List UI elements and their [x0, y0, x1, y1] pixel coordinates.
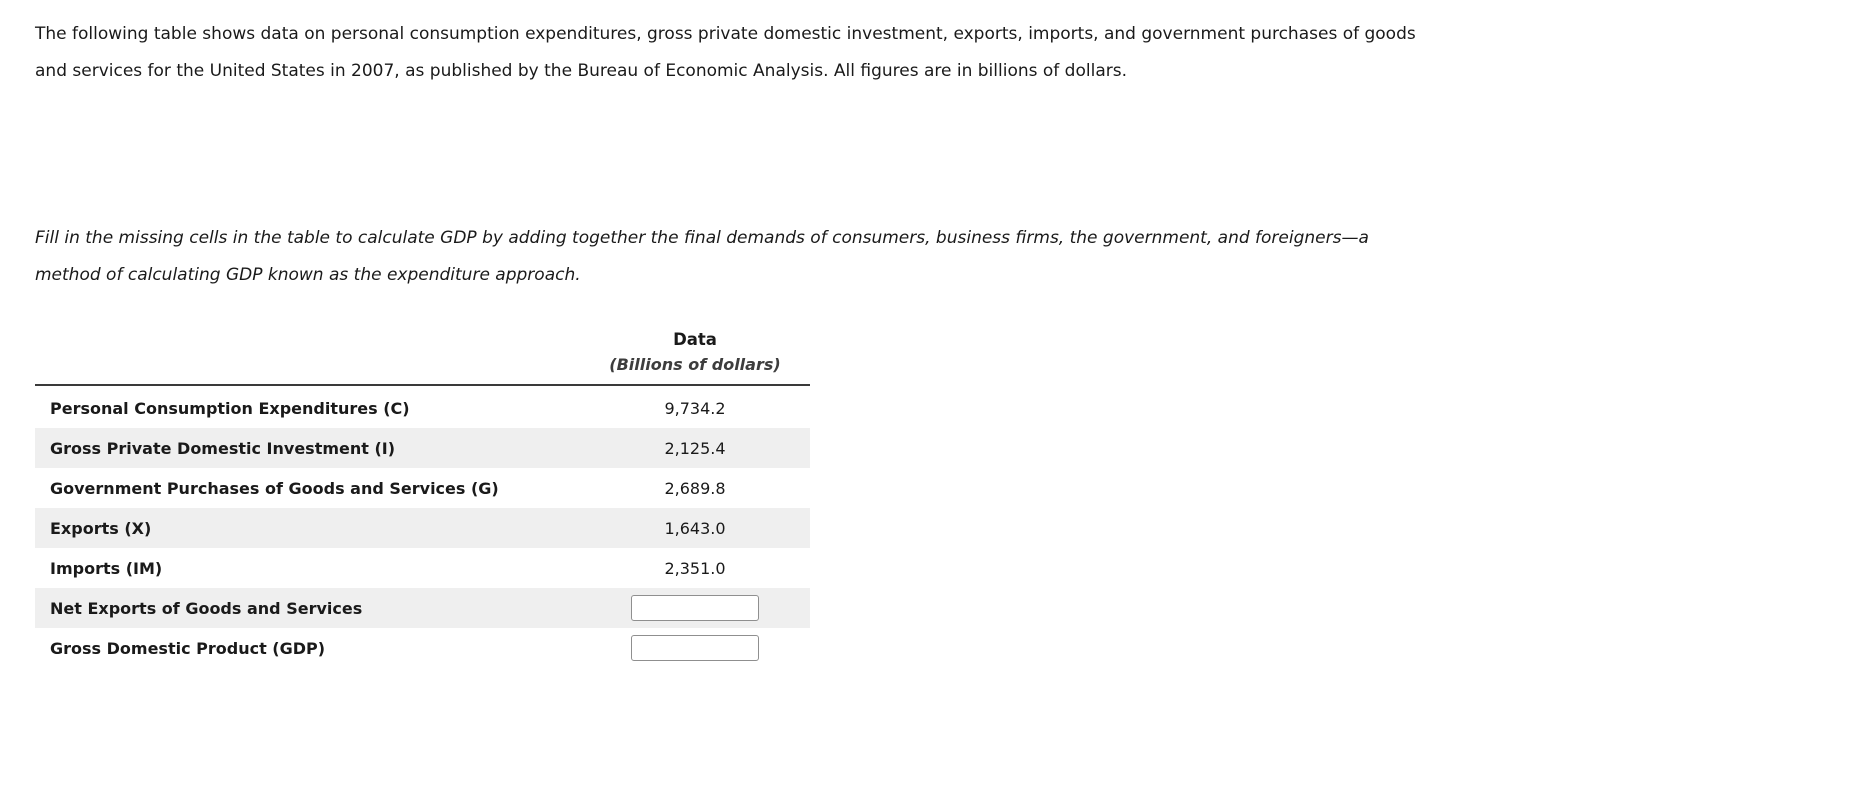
table-row-private-investment: Gross Private Domestic Investment (I) 2,… [35, 428, 810, 468]
row-label: Gross Domestic Product (GDP) [50, 638, 326, 658]
intro-paragraph: The following table shows data on person… [35, 24, 1416, 81]
net-exports-input[interactable] [631, 595, 759, 621]
table-row-gdp: Gross Domestic Product (GDP) [35, 628, 810, 668]
row-label: Net Exports of Goods and Services [50, 598, 363, 618]
row-label: Personal Consumption Expenditures (C) [50, 398, 410, 418]
table-row-exports: Exports (X) 1,643.0 [35, 508, 810, 548]
row-label: Gross Private Domestic Investment (I) [50, 438, 396, 458]
header-divider [35, 384, 810, 386]
row-label: Imports (IM) [50, 558, 163, 578]
table-header-title: Data [673, 330, 717, 349]
question-page: The following table shows data on person… [35, 24, 1416, 668]
row-value: 2,689.8 [664, 478, 726, 498]
row-label: Exports (X) [50, 518, 152, 538]
row-value: 2,125.4 [664, 438, 726, 458]
row-label: Government Purchases of Goods and Servic… [50, 478, 499, 498]
row-input-cell [580, 595, 810, 621]
gdp-data-table: Data (Billions of dollars) Personal Cons… [35, 326, 810, 668]
table-header: Data (Billions of dollars) [35, 326, 810, 384]
table-row-imports: Imports (IM) 2,351.0 [35, 548, 810, 588]
row-value: 9,734.2 [664, 398, 726, 418]
row-input-cell [580, 635, 810, 661]
row-value: 2,351.0 [664, 558, 726, 578]
instruction-paragraph: Fill in the missing cells in the table t… [35, 228, 1369, 285]
table-header-subtitle: (Billions of dollars) [609, 355, 781, 374]
table-row-personal-consumption: Personal Consumption Expenditures (C) 9,… [35, 388, 810, 428]
table-row-government-purchases: Government Purchases of Goods and Servic… [35, 468, 810, 508]
table-row-net-exports: Net Exports of Goods and Services [35, 588, 810, 628]
gdp-input[interactable] [631, 635, 759, 661]
row-value: 1,643.0 [664, 518, 726, 538]
header-cell: Data (Billions of dollars) [580, 326, 810, 384]
